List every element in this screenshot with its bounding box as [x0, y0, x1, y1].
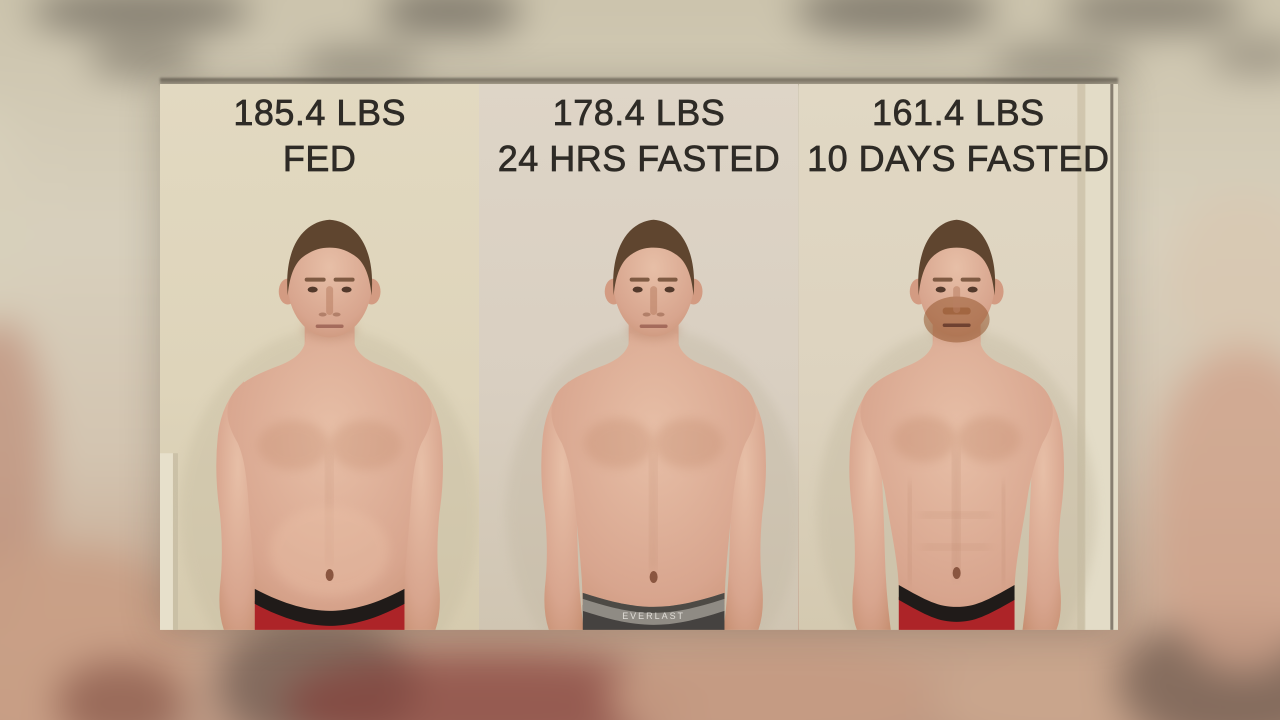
- state-label: FED: [282, 138, 357, 180]
- blur-blob: [1209, 39, 1280, 73]
- figure-fed-illustration: [160, 84, 480, 630]
- state-label: 10 DAYS FASTED: [807, 138, 1110, 180]
- weight-label: 178.4 LBS: [552, 92, 726, 134]
- blur-blob: [1061, 0, 1244, 32]
- blur-blob: [380, 0, 521, 36]
- blur-blob: [57, 661, 183, 720]
- panel-caption-10-days: 161.4 LBS 10 DAYS FASTED: [799, 90, 1118, 182]
- photo-panel-10-days-fasted: 161.4 LBS 10 DAYS FASTED: [798, 84, 1118, 630]
- blur-blob: [88, 43, 199, 76]
- weight-label: 185.4 LBS: [233, 92, 406, 134]
- blur-blob: [608, 646, 932, 720]
- blur-blob: [991, 45, 1132, 78]
- blur-blob: [298, 48, 422, 80]
- photo-panel-24-hrs-fasted: EVERLAST 178.4 LBS 24 HRS FASTED: [479, 84, 799, 630]
- state-label: 24 HRS FASTED: [497, 138, 781, 180]
- panel-caption-fed: 185.4 LBS FED: [160, 90, 479, 182]
- weight-label: 161.4 LBS: [872, 92, 1045, 134]
- blur-blob: [31, 0, 251, 34]
- blur-blob: [796, 0, 994, 36]
- figure-24hrs-illustration: EVERLAST: [479, 84, 799, 630]
- figure-10days-illustration: [798, 84, 1118, 630]
- panel-caption-24-hrs: 178.4 LBS 24 HRS FASTED: [479, 90, 798, 182]
- blur-blob: [1154, 349, 1280, 672]
- comparison-photo: 185.4 LBS FED: [160, 84, 1118, 630]
- photo-panel-fed: 185.4 LBS FED: [160, 84, 480, 630]
- waistband-brand-text: EVERLAST: [623, 611, 686, 621]
- blur-blob: [1170, 193, 1280, 350]
